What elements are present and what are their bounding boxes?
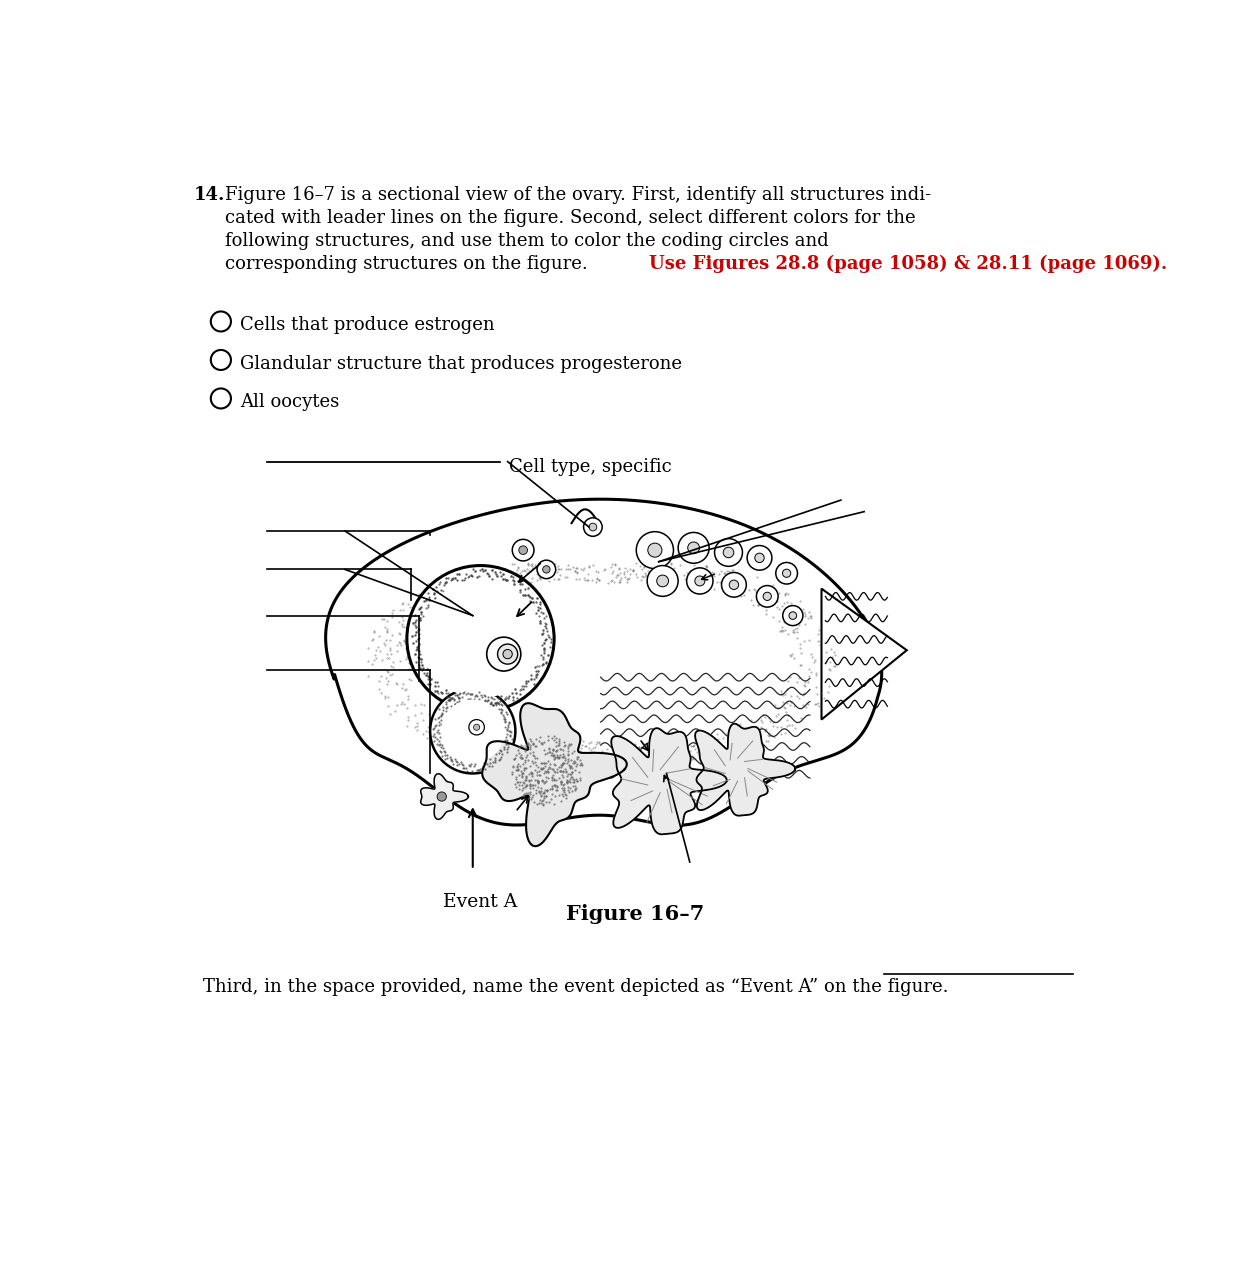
Text: following structures, and use them to color the coding circles and: following structures, and use them to co… <box>224 232 828 250</box>
Circle shape <box>518 545 527 554</box>
Circle shape <box>636 531 673 568</box>
Circle shape <box>430 689 516 773</box>
Circle shape <box>782 570 791 577</box>
Circle shape <box>474 724 480 731</box>
Circle shape <box>722 572 746 596</box>
Polygon shape <box>696 723 795 815</box>
Circle shape <box>647 543 662 557</box>
Text: 14.: 14. <box>193 186 226 204</box>
Circle shape <box>755 553 764 562</box>
Polygon shape <box>326 499 882 826</box>
Circle shape <box>512 539 534 561</box>
Circle shape <box>647 566 678 596</box>
Circle shape <box>776 562 797 584</box>
Text: All oocytes: All oocytes <box>241 393 340 411</box>
Text: Cells that produce estrogen: Cells that produce estrogen <box>241 316 495 334</box>
Text: Figure 16–7: Figure 16–7 <box>567 905 704 924</box>
Circle shape <box>438 792 446 801</box>
Circle shape <box>687 568 713 594</box>
Circle shape <box>746 545 771 570</box>
Text: cated with leader lines on the figure. Second, select different colors for the: cated with leader lines on the figure. S… <box>224 209 915 227</box>
Circle shape <box>441 700 505 763</box>
Circle shape <box>756 585 779 607</box>
Circle shape <box>782 605 804 626</box>
Circle shape <box>584 518 603 536</box>
Text: Figure 16–7 is a sectional view of the ovary. First, identify all structures ind: Figure 16–7 is a sectional view of the o… <box>224 186 931 204</box>
Circle shape <box>763 593 771 600</box>
Circle shape <box>678 532 709 563</box>
Text: Event A: Event A <box>444 893 517 911</box>
Circle shape <box>537 561 556 579</box>
Polygon shape <box>420 773 469 819</box>
Text: Use Figures 28.8 (page 1058) & 28.11 (page 1069).: Use Figures 28.8 (page 1058) & 28.11 (pa… <box>650 255 1168 274</box>
Circle shape <box>469 719 485 735</box>
Circle shape <box>723 547 734 558</box>
Polygon shape <box>611 728 727 835</box>
Circle shape <box>486 637 521 671</box>
Circle shape <box>543 566 551 573</box>
Circle shape <box>407 566 554 712</box>
Circle shape <box>789 612 796 620</box>
Text: corresponding structures on the figure.: corresponding structures on the figure. <box>224 255 588 273</box>
Text: Third, in the space provided, name the event depicted as “Event A” on the figure: Third, in the space provided, name the e… <box>203 978 949 996</box>
Circle shape <box>688 541 699 554</box>
Circle shape <box>729 580 739 590</box>
Circle shape <box>657 575 668 586</box>
Circle shape <box>694 576 704 586</box>
Circle shape <box>503 649 512 659</box>
Circle shape <box>497 644 518 664</box>
Text: Cell type, specific: Cell type, specific <box>510 458 672 476</box>
Circle shape <box>420 580 541 698</box>
Polygon shape <box>482 703 626 846</box>
PathPatch shape <box>821 589 906 719</box>
Text: Glandular structure that produces progesterone: Glandular structure that produces proges… <box>241 355 682 372</box>
Circle shape <box>714 539 743 566</box>
Circle shape <box>589 524 596 531</box>
